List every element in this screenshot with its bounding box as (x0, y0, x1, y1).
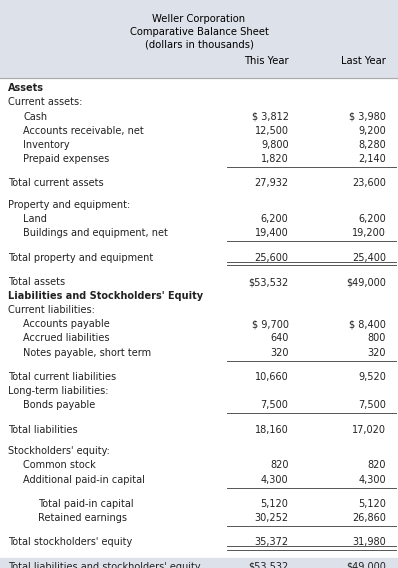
Text: Liabilities and Stockholders' Equity: Liabilities and Stockholders' Equity (8, 291, 203, 301)
Text: 31,980: 31,980 (352, 537, 386, 548)
Text: 8,280: 8,280 (358, 140, 386, 150)
Text: $ 8,400: $ 8,400 (349, 319, 386, 329)
Text: 30,252: 30,252 (254, 513, 289, 523)
Text: Long-term liabilities:: Long-term liabilities: (8, 386, 109, 396)
Text: Land: Land (23, 214, 47, 224)
Text: Inventory: Inventory (23, 140, 70, 150)
Text: Cash: Cash (23, 111, 47, 122)
Text: 7,500: 7,500 (358, 400, 386, 410)
Text: $49,000: $49,000 (346, 562, 386, 568)
Text: (dollars in thousands): (dollars in thousands) (144, 40, 254, 50)
Text: Last Year: Last Year (341, 56, 386, 66)
Text: Common stock: Common stock (23, 461, 96, 470)
Text: Buildings and equipment, net: Buildings and equipment, net (23, 228, 168, 238)
Text: 9,800: 9,800 (261, 140, 289, 150)
Text: 320: 320 (368, 348, 386, 357)
Text: Stockholders' equity:: Stockholders' equity: (8, 446, 110, 456)
Text: 9,520: 9,520 (358, 372, 386, 382)
Text: Total property and equipment: Total property and equipment (8, 253, 153, 262)
Text: Retained earnings: Retained earnings (38, 513, 127, 523)
Text: $ 9,700: $ 9,700 (252, 319, 289, 329)
Text: Additional paid-in capital: Additional paid-in capital (23, 475, 145, 485)
Bar (0, 0, 398, 78)
Text: Total assets: Total assets (8, 277, 65, 287)
Text: 23,600: 23,600 (352, 178, 386, 188)
Text: 19,400: 19,400 (255, 228, 289, 238)
Text: 12,500: 12,500 (255, 126, 289, 136)
Text: 4,300: 4,300 (359, 475, 386, 485)
Text: Accrued liabilities: Accrued liabilities (23, 333, 109, 344)
Text: Total current liabilities: Total current liabilities (8, 372, 116, 382)
Text: 820: 820 (270, 461, 289, 470)
Bar (0, 558, 398, 568)
Text: 800: 800 (368, 333, 386, 344)
Text: Weller Corporation: Weller Corporation (152, 14, 246, 24)
Text: 6,200: 6,200 (358, 214, 386, 224)
Text: 18,160: 18,160 (255, 424, 289, 435)
Text: 7,500: 7,500 (261, 400, 289, 410)
Text: Current liabilities:: Current liabilities: (8, 305, 95, 315)
Text: Accounts payable: Accounts payable (23, 319, 110, 329)
Text: Total stockholders' equity: Total stockholders' equity (8, 537, 132, 548)
Text: This Year: This Year (244, 56, 289, 66)
Text: 320: 320 (270, 348, 289, 357)
Text: 19,200: 19,200 (352, 228, 386, 238)
Text: $ 3,812: $ 3,812 (252, 111, 289, 122)
Text: Bonds payable: Bonds payable (23, 400, 96, 410)
Text: 27,932: 27,932 (254, 178, 289, 188)
Text: Total liabilities: Total liabilities (8, 424, 78, 435)
Text: Total paid-in capital: Total paid-in capital (38, 499, 134, 509)
Text: 25,400: 25,400 (352, 253, 386, 262)
Text: 26,860: 26,860 (352, 513, 386, 523)
Text: 4,300: 4,300 (261, 475, 289, 485)
Text: 2,140: 2,140 (358, 154, 386, 164)
Text: Notes payable, short term: Notes payable, short term (23, 348, 151, 357)
Text: 17,020: 17,020 (352, 424, 386, 435)
Text: Property and equipment:: Property and equipment: (8, 200, 130, 210)
Text: 6,200: 6,200 (261, 214, 289, 224)
Text: $53,532: $53,532 (248, 562, 289, 568)
Text: Total liabilities and stockholders' equity: Total liabilities and stockholders' equi… (8, 562, 201, 568)
Text: $53,532: $53,532 (248, 277, 289, 287)
Text: 5,120: 5,120 (358, 499, 386, 509)
Text: Assets: Assets (8, 83, 44, 93)
Text: 10,660: 10,660 (255, 372, 289, 382)
Text: 820: 820 (368, 461, 386, 470)
Text: Comparative Balance Sheet: Comparative Balance Sheet (130, 27, 268, 37)
Text: Prepaid expenses: Prepaid expenses (23, 154, 109, 164)
Text: $49,000: $49,000 (346, 277, 386, 287)
Text: 1,820: 1,820 (261, 154, 289, 164)
Text: Total current assets: Total current assets (8, 178, 103, 188)
Text: 35,372: 35,372 (254, 537, 289, 548)
Text: 5,120: 5,120 (261, 499, 289, 509)
Text: Current assets:: Current assets: (8, 98, 82, 107)
Text: 9,200: 9,200 (358, 126, 386, 136)
Text: 640: 640 (270, 333, 289, 344)
Text: $ 3,980: $ 3,980 (349, 111, 386, 122)
Text: Accounts receivable, net: Accounts receivable, net (23, 126, 144, 136)
Text: 25,600: 25,600 (255, 253, 289, 262)
